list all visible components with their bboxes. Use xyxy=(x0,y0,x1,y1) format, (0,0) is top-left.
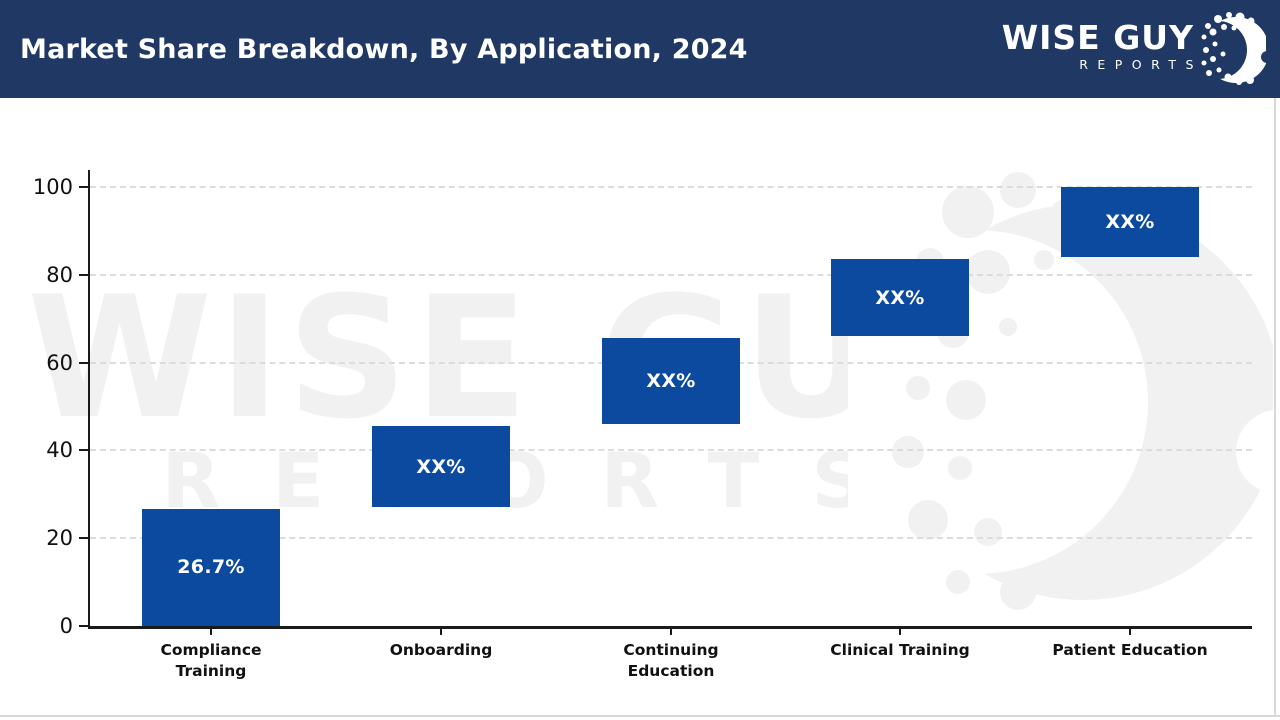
x-axis-tick-4 xyxy=(1129,626,1131,635)
brand-logo: WISE GUY REPORTS xyxy=(1002,6,1266,92)
bar-value-label: XX% xyxy=(416,455,466,478)
header-bar: Market Share Breakdown, By Application, … xyxy=(0,0,1280,98)
brand-name: WISE GUY xyxy=(1001,18,1194,57)
bar-continuing-education: XX% xyxy=(602,338,740,425)
bar-value-label: XX% xyxy=(875,286,925,309)
y-axis-tick-0 xyxy=(79,625,88,627)
bar-value-label: XX% xyxy=(646,370,696,393)
y-axis-label-0: 0 xyxy=(59,614,73,638)
figure-bottom-border xyxy=(0,715,1280,717)
y-axis-tick-100 xyxy=(79,186,88,188)
bar-compliance-training: 26.7% xyxy=(142,508,280,626)
gridline-y80 xyxy=(90,273,1252,276)
x-axis-tick-1 xyxy=(440,626,442,635)
x-axis-spine xyxy=(88,626,1252,629)
y-axis-spine xyxy=(88,170,90,629)
brand-logo-text: WISE GUY REPORTS xyxy=(1002,20,1194,74)
y-axis-tick-40 xyxy=(79,449,88,452)
x-axis-tick-0 xyxy=(210,626,212,635)
x-axis-label-2: Continuing Education xyxy=(623,641,719,680)
brand-tagline: REPORTS xyxy=(1079,57,1203,72)
gridline-y40 xyxy=(90,449,1252,452)
y-axis-label-20: 20 xyxy=(46,526,73,551)
bar-onboarding: XX% xyxy=(372,426,510,508)
y-axis-tick-20 xyxy=(79,537,88,540)
x-axis-label-1: Onboarding xyxy=(389,641,493,659)
y-axis-label-100: 100 xyxy=(32,175,73,199)
y-axis-label-60: 60 xyxy=(46,350,73,375)
bar-value-label: 26.7% xyxy=(177,556,245,579)
x-axis-tick-3 xyxy=(899,626,901,635)
gridline-y100 xyxy=(90,186,1252,188)
x-axis-tick-2 xyxy=(670,626,672,635)
y-axis-tick-60 xyxy=(79,361,88,364)
chart-title: Market Share Breakdown, By Application, … xyxy=(20,33,748,65)
y-axis-tick-80 xyxy=(79,273,88,276)
wiseguy-head-icon xyxy=(1198,12,1266,85)
x-axis-label-3: Clinical Training xyxy=(830,641,970,659)
x-axis-label-0: Compliance Training xyxy=(160,641,262,680)
gridline-y20 xyxy=(90,537,1252,540)
y-axis-label-40: 40 xyxy=(46,438,73,463)
bar-value-label: XX% xyxy=(1105,211,1155,234)
figure-right-border xyxy=(1274,98,1276,717)
bar-clinical-training: XX% xyxy=(831,259,969,337)
bar-patient-education: XX% xyxy=(1061,187,1199,258)
y-axis-label-80: 80 xyxy=(46,262,73,287)
x-axis-label-4: Patient Education xyxy=(1052,641,1208,659)
